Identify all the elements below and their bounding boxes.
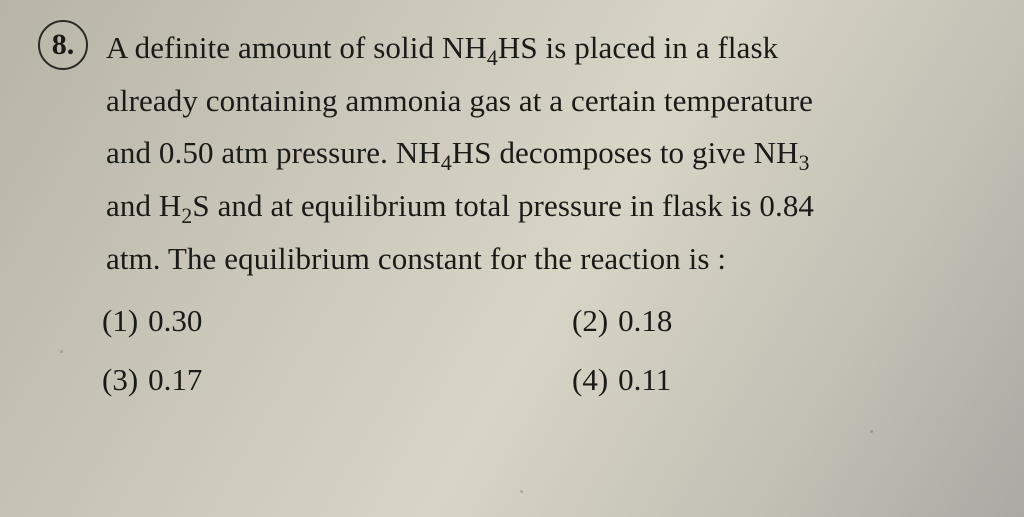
option-1: (1) 0.30 xyxy=(102,301,512,341)
paper-speck xyxy=(520,490,523,493)
option-1-val: 0.30 xyxy=(148,301,202,341)
chem-nh4hs-2: NH4HS xyxy=(396,135,492,170)
option-4-val: 0.11 xyxy=(618,360,671,400)
option-4: (4) 0.11 xyxy=(572,360,982,400)
q-line1-pre: A definite amount of solid xyxy=(106,30,442,65)
chem-h2s: H2S xyxy=(159,188,210,223)
q-line4-post: and at equilibrium total pressure in fla… xyxy=(210,188,814,223)
option-2-val: 0.18 xyxy=(618,301,672,341)
q-line3-pre: and 0.50 atm pressure. xyxy=(106,135,396,170)
option-3: (3) 0.17 xyxy=(102,360,512,400)
question-line-2: already containing ammonia gas at a cert… xyxy=(106,75,982,128)
option-3-val: 0.17 xyxy=(148,360,202,400)
option-2-num: (2) xyxy=(572,301,608,341)
q-line4-pre: and xyxy=(106,188,159,223)
options-grid: (1) 0.30 (2) 0.18 (3) 0.17 (4) 0.11 xyxy=(102,301,982,400)
question-line-1: A definite amount of solid NH4HS is plac… xyxy=(106,22,982,75)
question-line-5: atm. The equilibrium constant for the re… xyxy=(106,233,982,286)
question-line-4: and H2S and at equilibrium total pressur… xyxy=(106,180,982,233)
q-line3-mid: decomposes to give xyxy=(492,135,754,170)
question-number: 8. xyxy=(52,28,75,62)
paper-speck xyxy=(870,430,873,433)
question-page: 8. A definite amount of solid NH4HS is p… xyxy=(0,0,1024,410)
question-number-circle: 8. xyxy=(38,20,88,70)
chem-nh4hs: NH4HS xyxy=(442,30,538,65)
option-3-num: (3) xyxy=(102,360,138,400)
option-2: (2) 0.18 xyxy=(572,301,982,341)
q-line1-post: is placed in a flask xyxy=(538,30,779,65)
paper-speck xyxy=(60,350,63,353)
option-1-num: (1) xyxy=(102,301,138,341)
question-line-3: and 0.50 atm pressure. NH4HS decomposes … xyxy=(106,127,982,180)
chem-nh3: NH3 xyxy=(754,135,810,170)
question-text: A definite amount of solid NH4HS is plac… xyxy=(106,22,982,285)
option-4-num: (4) xyxy=(572,360,608,400)
